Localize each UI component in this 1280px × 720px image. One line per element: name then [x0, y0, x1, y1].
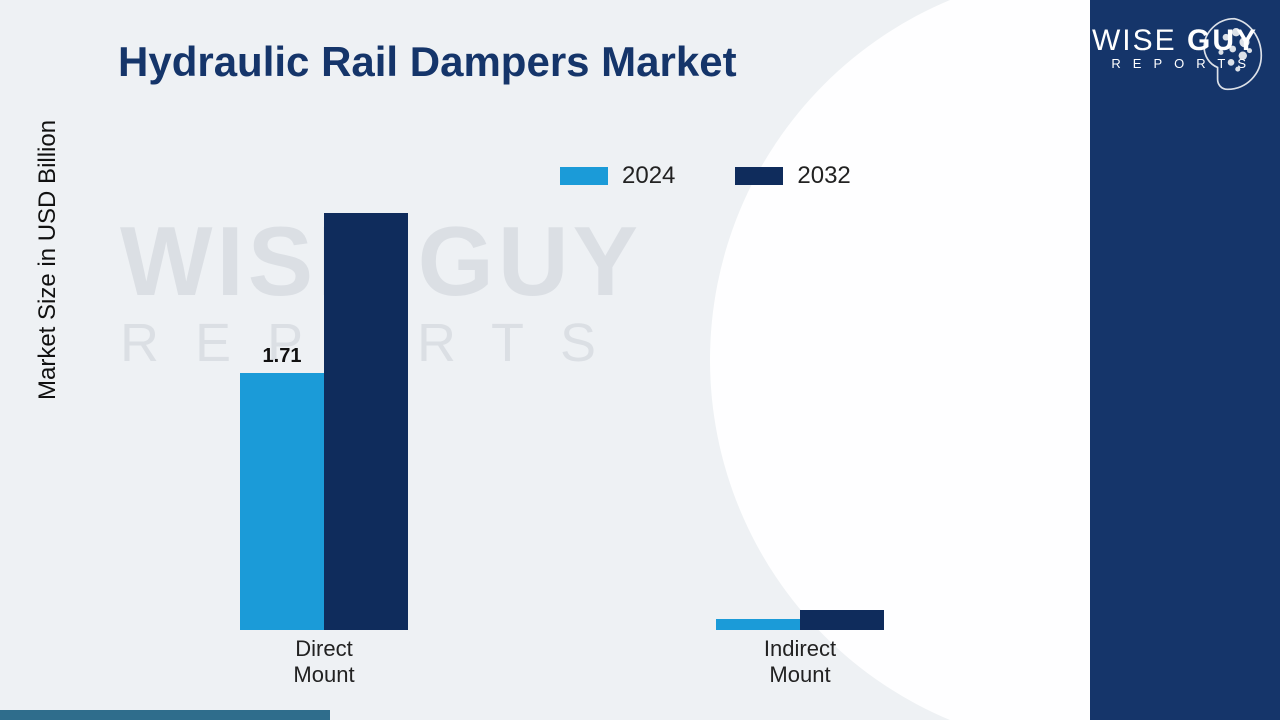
brand-stripe — [1090, 0, 1280, 720]
bar-direct-2024 — [240, 373, 324, 630]
brand-word-guy: GUY — [1187, 24, 1258, 57]
y-axis-label: Market Size in USD Billion — [34, 120, 62, 400]
brand-line2: REPORTS — [1092, 56, 1258, 71]
legend-swatch-2032 — [735, 167, 783, 185]
bar-value-direct-2024: 1.71 — [240, 345, 324, 368]
plot-area: 1.71 Direct Mount Indirect Mount — [110, 210, 980, 630]
category-label-direct: Direct Mount — [224, 636, 424, 689]
bar-group-indirect-mount — [716, 610, 884, 630]
footer-accent-bar — [0, 710, 330, 720]
legend-label-2032: 2032 — [797, 162, 850, 190]
category-label-direct-l2: Mount — [293, 662, 354, 687]
page-root: WISE GUY REPORTS WISE GUY REPORTS Hydrau… — [0, 0, 1280, 720]
legend-item-2024: 2024 — [560, 162, 675, 190]
bar-group-direct-mount — [240, 213, 408, 630]
legend: 2024 2032 — [560, 162, 851, 190]
chart-title: Hydraulic Rail Dampers Market — [118, 38, 737, 86]
category-label-indirect-l1: Indirect — [764, 636, 836, 661]
category-label-indirect: Indirect Mount — [700, 636, 900, 689]
bar-direct-2032 — [324, 213, 408, 630]
brand-logo: WISE GUY REPORTS — [1092, 24, 1258, 71]
category-label-indirect-l2: Mount — [769, 662, 830, 687]
bar-indirect-2032 — [800, 610, 884, 630]
bar-indirect-2024 — [716, 619, 800, 630]
category-label-direct-l1: Direct — [295, 636, 352, 661]
legend-swatch-2024 — [560, 167, 608, 185]
legend-item-2032: 2032 — [735, 162, 850, 190]
brand-line1: WISE GUY — [1092, 24, 1258, 58]
legend-label-2024: 2024 — [622, 162, 675, 190]
brand-word-wise: WISE — [1092, 24, 1177, 57]
